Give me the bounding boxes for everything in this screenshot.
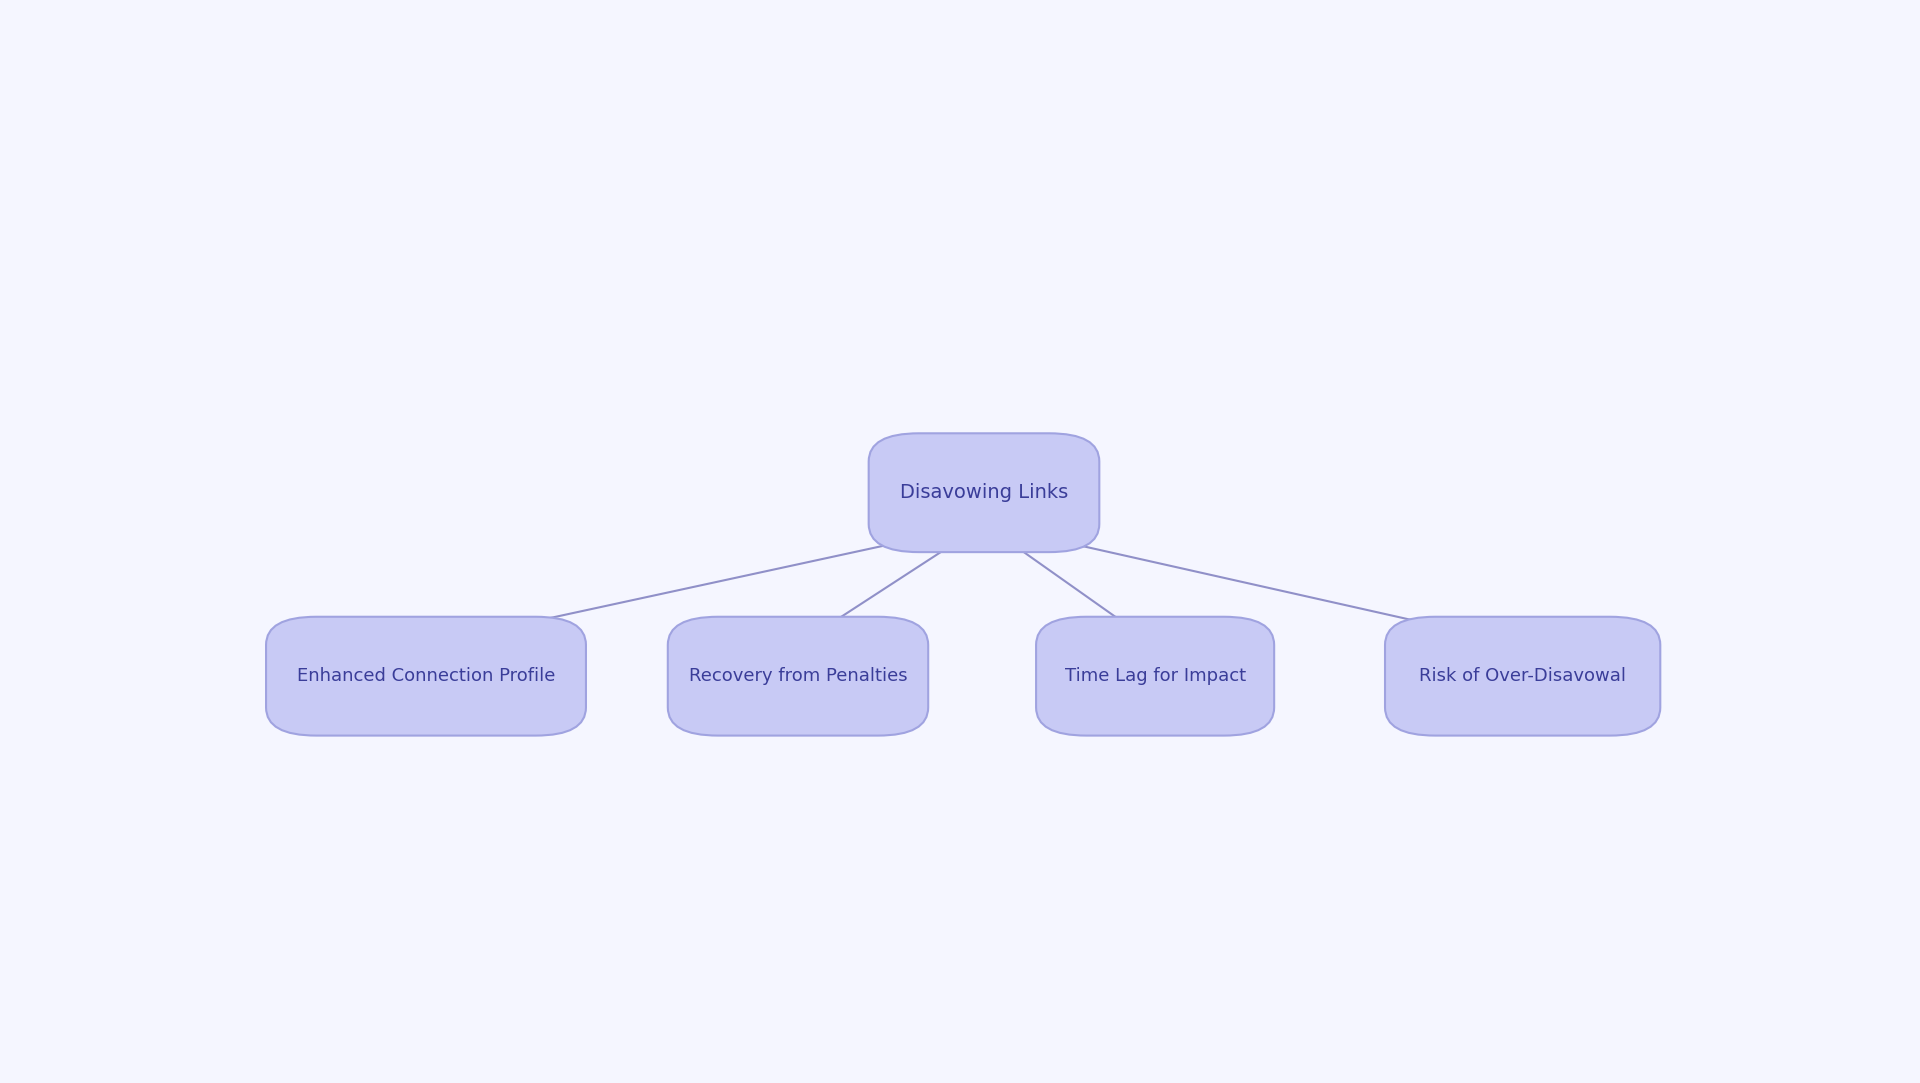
FancyBboxPatch shape <box>1037 616 1275 735</box>
FancyBboxPatch shape <box>267 616 586 735</box>
FancyBboxPatch shape <box>668 616 927 735</box>
Text: Disavowing Links: Disavowing Links <box>900 483 1068 503</box>
Text: Recovery from Penalties: Recovery from Penalties <box>689 667 908 686</box>
Text: Risk of Over-Disavowal: Risk of Over-Disavowal <box>1419 667 1626 686</box>
FancyBboxPatch shape <box>1384 616 1661 735</box>
FancyBboxPatch shape <box>868 433 1100 552</box>
Text: Time Lag for Impact: Time Lag for Impact <box>1064 667 1246 686</box>
Text: Enhanced Connection Profile: Enhanced Connection Profile <box>298 667 555 686</box>
